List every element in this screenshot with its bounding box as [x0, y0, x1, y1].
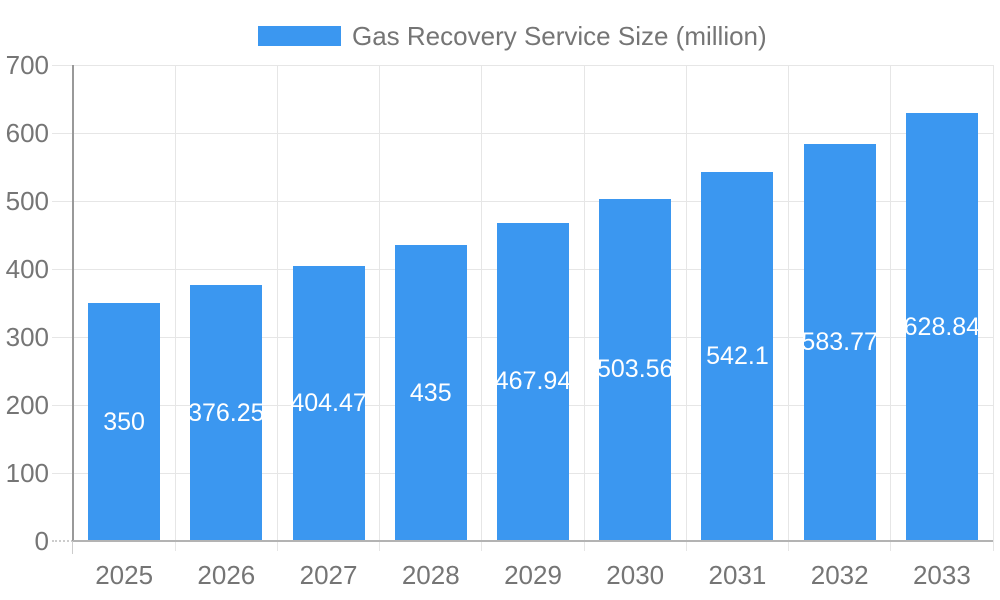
x-gridline — [685, 65, 687, 551]
y-axis-tick-label: 500 — [5, 186, 49, 216]
bar[interactable]: 350 — [88, 303, 161, 541]
x-gridline — [379, 65, 381, 551]
y-axis-tick-label: 300 — [5, 322, 49, 352]
x-gridline — [890, 65, 892, 551]
bar-value-label: 503.56 — [596, 355, 674, 384]
x-axis-tick-label: 2029 — [504, 560, 562, 590]
bar-value-label: 350 — [103, 407, 145, 436]
x-axis-tick-label: 2033 — [912, 560, 971, 590]
legend-label: Gas Recovery Service Size (million) — [352, 21, 767, 51]
bar-value-label: 467.94 — [494, 367, 572, 396]
y-axis-line — [72, 65, 74, 541]
x-axis-tick-label: 2031 — [708, 560, 767, 590]
bar[interactable]: 467.94 — [494, 222, 572, 541]
y-gridline — [52, 200, 993, 202]
x-axis-tick-label: 2025 — [95, 560, 154, 590]
y-axis-tick-label: 100 — [5, 458, 49, 488]
chart-legend: Gas Recovery Service Size (million) — [258, 23, 767, 49]
bar-value-label: 376.25 — [188, 398, 265, 427]
y-gridline — [52, 64, 993, 66]
x-axis-tick-label: 2030 — [606, 560, 665, 590]
x-gridline — [276, 65, 278, 551]
zero-tick-mark — [52, 540, 73, 542]
y-axis-tick-label: 200 — [5, 390, 49, 420]
bar-value-label: 404.47 — [290, 388, 367, 417]
y-axis-tick-label: 0 — [34, 526, 49, 556]
bar[interactable]: 628.84 — [903, 113, 981, 541]
x-axis-tick-label: 2032 — [810, 560, 869, 590]
x-axis-tick-label: 2028 — [401, 560, 460, 590]
y-axis-tick-label: 700 — [5, 50, 49, 80]
x-axis-baseline — [73, 540, 993, 542]
bar-value-label: 435 — [409, 378, 452, 407]
legend-swatch — [258, 26, 341, 46]
y-gridline — [52, 132, 993, 134]
bar-value-label: 542.1 — [706, 342, 769, 371]
bar[interactable]: 404.47 — [290, 265, 367, 541]
bar[interactable]: 542.1 — [701, 172, 774, 541]
y-axis-line-tail — [72, 541, 73, 554]
x-gridline — [481, 65, 483, 551]
bar[interactable]: 435 — [394, 245, 467, 541]
y-axis-tick-label: 400 — [5, 254, 49, 284]
x-gridline — [174, 65, 176, 551]
x-axis-tick-label: 2027 — [299, 560, 358, 590]
x-gridline — [788, 65, 790, 551]
bar-value-label: 583.77 — [801, 328, 878, 356]
x-gridline — [583, 65, 585, 551]
x-axis-tick-label: 2026 — [197, 560, 256, 590]
bar[interactable]: 503.56 — [596, 198, 674, 541]
y-axis-tick-label: 600 — [5, 118, 49, 148]
bar[interactable]: 583.77 — [801, 144, 878, 541]
bar-value-label: 628.84 — [903, 312, 981, 341]
bar[interactable]: 376.25 — [188, 285, 265, 541]
x-gridline — [992, 65, 994, 551]
